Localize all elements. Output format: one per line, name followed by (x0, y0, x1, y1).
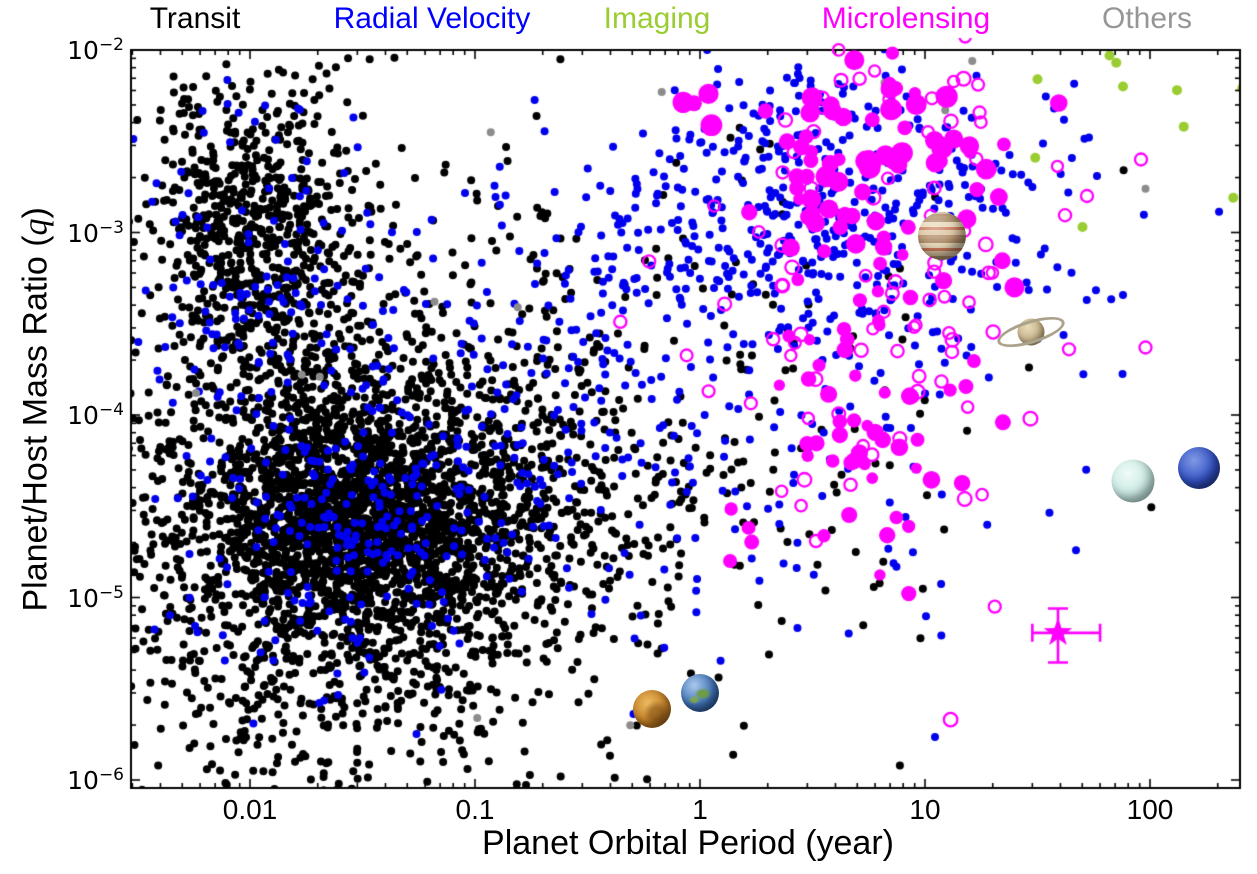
legend-item-radial-velocity: Radial Velocity (333, 2, 531, 35)
y-axis-label: Planet/Host Mass Ratio (q) (16, 207, 56, 612)
y-tick-1e−5: 10−5 (67, 582, 124, 613)
planet-uranus (1111, 459, 1155, 503)
y-axis-label-prefix: Planet/Host Mass Ratio ( (16, 235, 55, 612)
y-tick-1e−6: 10−6 (67, 764, 124, 796)
x-tick-1: 1 (692, 794, 708, 825)
x-tick-0.1: 0.1 (455, 794, 495, 825)
x-axis-label: Planet Orbital Period (year) (482, 824, 894, 862)
legend-item-others: Others (1101, 2, 1193, 35)
y-axis-label-variable: q (17, 218, 55, 236)
x-tick-0.01: 0.01 (222, 794, 278, 825)
y-axis-label-suffix: ) (16, 207, 55, 219)
planet-jupiter (917, 212, 966, 261)
planet-neptune (1177, 446, 1220, 489)
y-tick-1e−3: 10−3 (67, 217, 124, 248)
legend-item-microlensing: Microlensing (821, 2, 991, 35)
planet-earth (681, 673, 719, 712)
planet-saturn (1017, 318, 1045, 346)
legend-item-transit: Transit (149, 2, 241, 35)
x-tick-10: 10 (909, 794, 941, 825)
legend-item-imaging: Imaging (603, 2, 711, 35)
x-tick-100: 100 (1126, 794, 1174, 825)
planet-venus (633, 689, 672, 728)
y-tick-1e−4: 10−4 (67, 399, 124, 431)
y-tick-1e−2: 10−2 (67, 34, 124, 66)
